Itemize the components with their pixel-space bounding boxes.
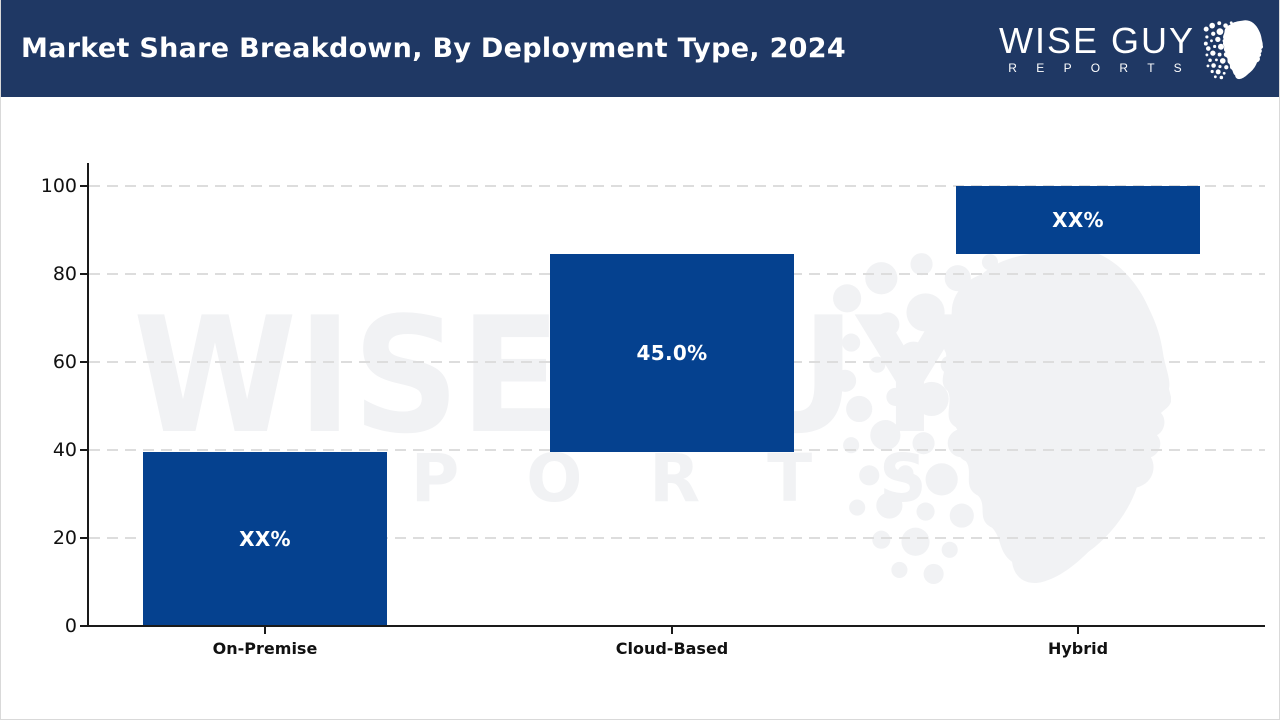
bar-value-label: XX% — [1052, 208, 1104, 233]
x-axis-spine — [87, 625, 1265, 627]
y-gridline — [89, 185, 1265, 187]
y-tick-label: 40 — [52, 439, 77, 461]
header-bar: Market Share Breakdown, By Deployment Ty… — [1, 0, 1279, 97]
y-tick-mark — [80, 449, 87, 451]
y-tick-label: 20 — [52, 527, 77, 549]
market-share-bar: 45.0% — [550, 254, 794, 453]
market-share-bar: XX% — [956, 186, 1200, 255]
y-gridline — [89, 537, 1265, 539]
bar-value-label: XX% — [239, 527, 291, 552]
wiseguy-logo: WISE GUY R E P O R T S — [999, 9, 1263, 89]
x-category-label: Cloud-Based — [615, 639, 729, 658]
y-tick-mark — [80, 185, 87, 187]
y-tick-mark — [80, 537, 87, 539]
logo-subtitle: R E P O R T S — [1008, 61, 1190, 75]
logo-wordmark: WISE GUY — [998, 20, 1195, 61]
x-category-label: On-Premise — [212, 639, 318, 658]
watermark-head-icon — [833, 247, 1171, 584]
x-tick-mark — [671, 627, 673, 634]
watermark-wordmark: WISE GUY — [133, 282, 964, 469]
y-axis-spine — [87, 163, 89, 627]
x-category-label: Hybrid — [1047, 639, 1109, 658]
bar-value-label: 45.0% — [636, 341, 708, 366]
wiseguy-head-icon — [1203, 19, 1263, 79]
y-tick-mark — [80, 273, 87, 275]
y-tick-label: 0 — [64, 615, 77, 637]
x-tick-mark — [1077, 627, 1079, 634]
y-tick-label: 80 — [52, 263, 77, 285]
market-share-bar: XX% — [143, 452, 387, 626]
y-tick-mark — [80, 625, 87, 627]
y-tick-label: 60 — [52, 351, 77, 373]
y-tick-label: 100 — [40, 175, 77, 197]
x-tick-mark — [264, 627, 266, 634]
wiseguy-logo-text: WISE GUY R E P O R T S — [998, 20, 1195, 75]
y-tick-mark — [80, 361, 87, 363]
chart-title: Market Share Breakdown, By Deployment Ty… — [21, 33, 846, 64]
